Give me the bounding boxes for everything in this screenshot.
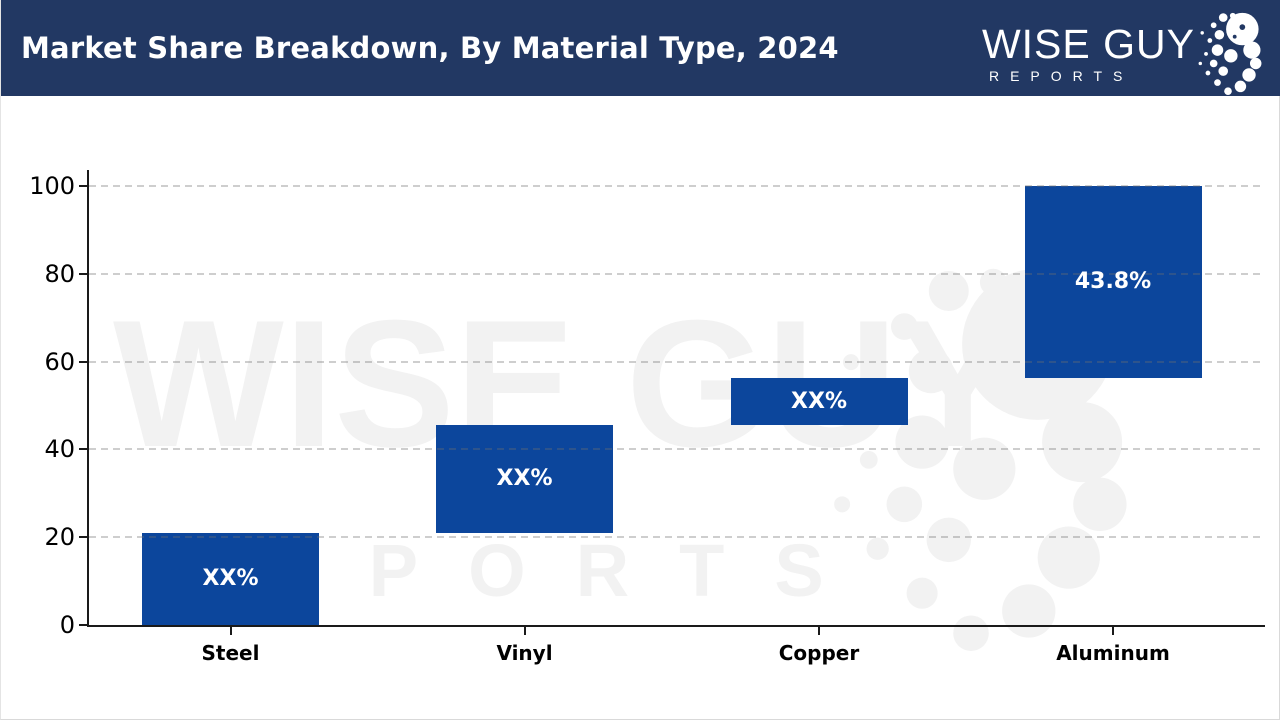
y-tick-label: 0 [59,611,75,639]
gridline-y60 [89,360,1265,363]
bar-aluminum [1024,186,1202,379]
plot-area: WISE GUY REPORTS [1,96,1280,720]
y-tick-label: 100 [29,172,75,200]
y-tick-mark [79,624,87,626]
bar-value-label: XX% [202,565,259,591]
x-axis-spine [87,625,1265,627]
x-tick-mark [523,627,526,635]
gridline-y40 [89,448,1265,451]
header-bar: Market Share Breakdown, By Material Type… [1,0,1280,96]
y-tick-mark [79,272,87,275]
x-category-label: Aluminum [1056,641,1170,665]
bar-value-label: XX% [496,466,553,492]
bar-steel [142,532,319,625]
bar-value-label: XX% [791,388,847,414]
x-category-label: Steel [201,641,260,665]
bar-vinyl [436,425,613,533]
x-tick-mark [818,627,820,635]
y-axis-spine [87,170,89,627]
gridline-y80 [89,272,1265,275]
y-tick-mark [79,360,87,363]
x-tick-mark [229,627,232,635]
y-tick-mark [79,185,87,187]
y-tick-label: 20 [44,523,75,552]
wise-guy-reports-logo: WISE GUY REPORTS [982,6,1271,96]
logo-text: WISE GUY REPORTS [981,21,1195,85]
y-tick-mark [79,448,87,451]
logo-wordmark: WISE GUY [981,21,1195,67]
x-tick-mark [1112,627,1114,635]
x-category-label: Copper [778,641,860,665]
bar-copper [730,378,908,426]
y-tick-mark [79,536,87,539]
y-tick-label: 40 [44,435,75,464]
gridline-y20 [89,536,1265,539]
logo-subtitle: REPORTS [988,68,1134,84]
y-tick-label: 80 [44,259,75,288]
bar-value-label: 43.8% [1074,269,1152,295]
y-tick-label: 60 [44,347,75,376]
x-category-label: Vinyl [496,641,553,665]
dotted-head-icon [1198,12,1262,95]
gridline-y100 [89,185,1265,187]
chart-title: Market Share Breakdown, By Material Type… [21,31,839,65]
